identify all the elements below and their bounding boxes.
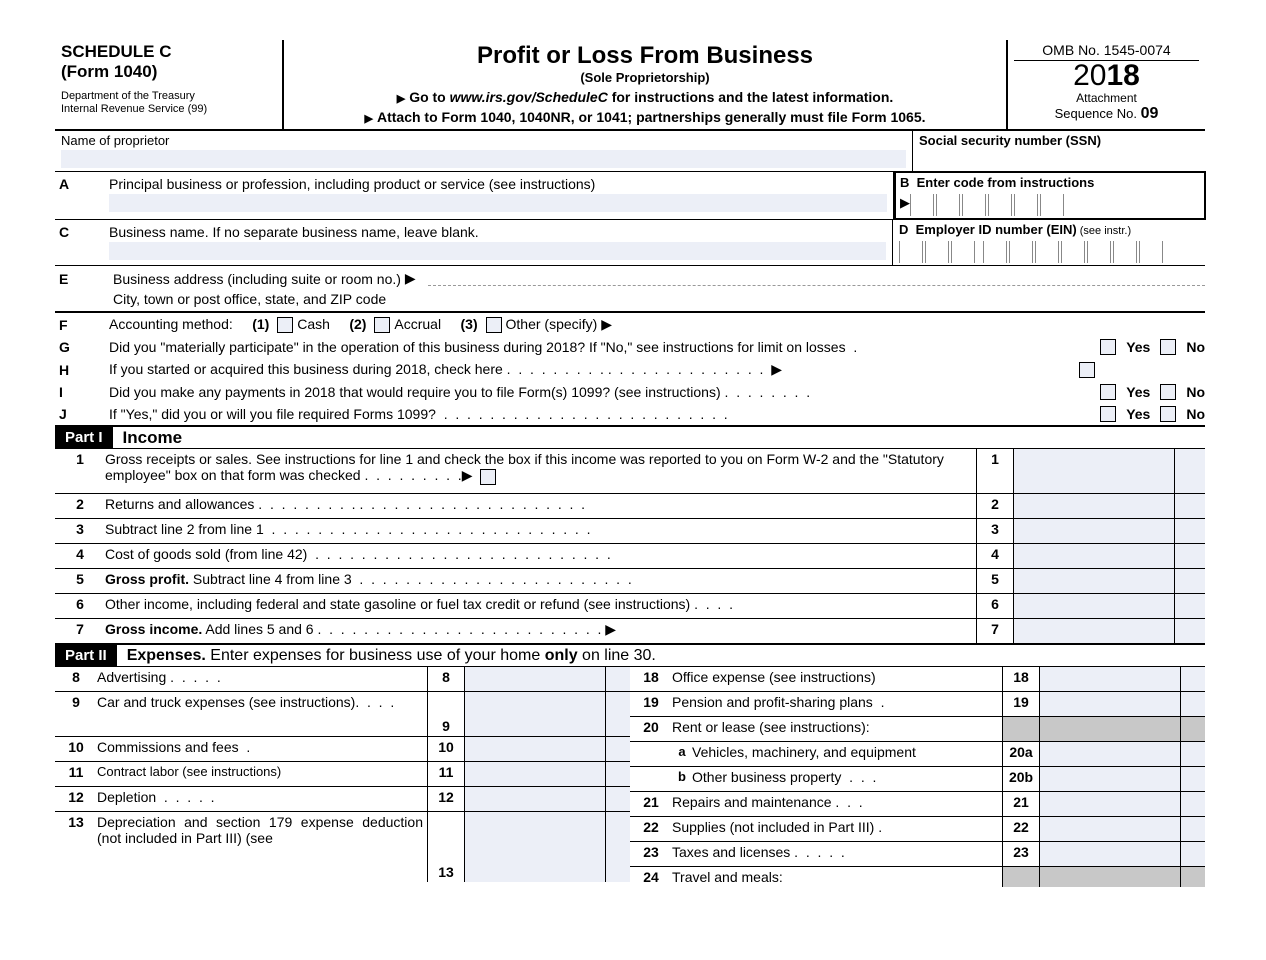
value-21[interactable]: [1040, 792, 1181, 816]
checkbox-i-no[interactable]: [1160, 384, 1176, 400]
form-title: Profit or Loss From Business: [290, 42, 1000, 70]
checkbox-accrual[interactable]: [374, 317, 390, 333]
line-10: 10Commissions and fees .10: [55, 737, 630, 762]
checkbox-g-no[interactable]: [1160, 339, 1176, 355]
header-right: OMB No. 1545-0074 2018 Attachment Sequen…: [1008, 40, 1205, 129]
line-g: G Did you "materially participate" in th…: [55, 336, 1205, 358]
checkbox-statutory[interactable]: [480, 469, 496, 485]
line-8: 8Advertising . . . . .8: [55, 667, 630, 692]
header-left: SCHEDULE C (Form 1040) Department of the…: [55, 40, 284, 129]
expenses-right: 18Office expense (see instructions)18 19…: [630, 667, 1205, 887]
value-20b[interactable]: [1040, 767, 1181, 791]
value-19[interactable]: [1040, 692, 1181, 716]
checkbox-g-yes[interactable]: [1100, 339, 1116, 355]
value-11[interactable]: [465, 762, 606, 786]
line-5: 5Gross profit. Subtract line 4 from line…: [55, 569, 1205, 594]
name-ssn-row: Name of proprietor Social security numbe…: [55, 131, 1205, 172]
line-11: 11Contract labor (see instructions)11: [55, 762, 630, 787]
line-18: 18Office expense (see instructions)18: [630, 667, 1205, 692]
value-10[interactable]: [465, 737, 606, 761]
value-5[interactable]: [1014, 569, 1175, 593]
value-3[interactable]: [1014, 519, 1175, 543]
line-7: 7Gross income. Add lines 5 and 6 . . . .…: [55, 619, 1205, 645]
line-1: 1 Gross receipts or sales. See instructi…: [55, 449, 1205, 494]
line-c[interactable]: C Business name. If no separate business…: [55, 220, 893, 265]
line-19: 19Pension and profit-sharing plans .19: [630, 692, 1205, 717]
line-13: 13Depreciation and section 179 expense d…: [55, 812, 630, 882]
line-6: 6Other income, including federal and sta…: [55, 594, 1205, 619]
value-20a[interactable]: [1040, 742, 1181, 766]
value-23[interactable]: [1040, 842, 1181, 866]
form-header: SCHEDULE C (Form 1040) Department of the…: [55, 40, 1205, 131]
schedule-label: SCHEDULE C: [61, 42, 276, 62]
value-2[interactable]: [1014, 494, 1175, 518]
checkbox-j-yes[interactable]: [1100, 406, 1116, 422]
arrow-icon: ▶: [900, 195, 910, 211]
value-22[interactable]: [1040, 817, 1181, 841]
line-9: 9Car and truck expenses (see instruction…: [55, 692, 630, 737]
form-label: (Form 1040): [61, 62, 276, 82]
line-22: 22Supplies (not included in Part III) .2…: [630, 817, 1205, 842]
arrow-icon: ▶: [601, 316, 612, 332]
header-center: Profit or Loss From Business (Sole Propr…: [284, 40, 1008, 129]
line-j: J If "Yes," did you or will you file req…: [55, 403, 1205, 425]
line-h: H If you started or acquired this busine…: [55, 358, 1205, 381]
ein-boxes[interactable]: [899, 241, 1199, 263]
attachment-label: Attachment: [1014, 91, 1199, 105]
row-a-b: A Principal business or profession, incl…: [55, 172, 1205, 220]
expenses-columns: 8Advertising . . . . .8 9Car and truck e…: [55, 667, 1205, 887]
line-20b: bOther business property . . .20b: [630, 767, 1205, 792]
line-i: I Did you make any payments in 2018 that…: [55, 381, 1205, 403]
line-23: 23Taxes and licenses . . . . .23: [630, 842, 1205, 867]
instruction-1: Go to www.irs.gov/ScheduleC for instruct…: [290, 89, 1000, 105]
schedule-c-form: SCHEDULE C (Form 1040) Department of the…: [55, 40, 1205, 887]
checkbox-cash[interactable]: [277, 317, 293, 333]
line-20: 20Rent or lease (see instructions):: [630, 717, 1205, 742]
line-3: 3Subtract line 2 from line 1 . . . . . .…: [55, 519, 1205, 544]
line-20a: aVehicles, machinery, and equipment20a: [630, 742, 1205, 767]
dept-label: Department of the Treasury Internal Reve…: [61, 90, 276, 116]
code-boxes[interactable]: [910, 194, 1064, 216]
part-2-header: Part II Expenses. Enter expenses for bus…: [55, 645, 1205, 667]
line-f: F Accounting method: (1) Cash (2) Accrua…: [55, 313, 1205, 336]
part-1-header: Part I Income: [55, 425, 1205, 449]
arrow-icon: ▶: [405, 270, 416, 287]
instruction-2: Attach to Form 1040, 1040NR, or 1041; pa…: [290, 109, 1000, 125]
checkbox-j-no[interactable]: [1160, 406, 1176, 422]
value-8[interactable]: [465, 667, 606, 691]
value-7[interactable]: [1014, 619, 1175, 643]
checkbox-i-yes[interactable]: [1100, 384, 1116, 400]
line-2: 2Returns and allowances . . . . . . . . …: [55, 494, 1205, 519]
line-21: 21Repairs and maintenance . . .21: [630, 792, 1205, 817]
checkbox-h[interactable]: [1079, 362, 1095, 378]
value-1[interactable]: [1014, 449, 1175, 493]
line-b[interactable]: B Enter code from instructions ▶: [894, 171, 1206, 220]
value-9[interactable]: [465, 692, 606, 736]
form-subtitle: (Sole Proprietorship): [290, 70, 1000, 85]
line-a[interactable]: A Principal business or profession, incl…: [55, 172, 894, 219]
sequence-number: Sequence No. 09: [1014, 105, 1199, 123]
line-12: 12Depletion . . . . .12: [55, 787, 630, 812]
row-c-d: C Business name. If no separate business…: [55, 220, 1205, 266]
name-of-proprietor[interactable]: Name of proprietor: [55, 131, 913, 171]
value-6[interactable]: [1014, 594, 1175, 618]
tax-year: 2018: [1014, 61, 1199, 91]
checkbox-other[interactable]: [486, 317, 502, 333]
line-4: 4Cost of goods sold (from line 42) . . .…: [55, 544, 1205, 569]
expenses-left: 8Advertising . . . . .8 9Car and truck e…: [55, 667, 630, 887]
line-24: 24Travel and meals:: [630, 867, 1205, 887]
line-d[interactable]: D Employer ID number (EIN) (see instr.): [893, 220, 1205, 265]
value-18[interactable]: [1040, 667, 1181, 691]
value-4[interactable]: [1014, 544, 1175, 568]
line-e[interactable]: E Business address (including suite or r…: [55, 266, 1205, 313]
value-12[interactable]: [465, 787, 606, 811]
ssn-field[interactable]: Social security number (SSN): [913, 131, 1205, 171]
value-13[interactable]: [465, 812, 606, 882]
